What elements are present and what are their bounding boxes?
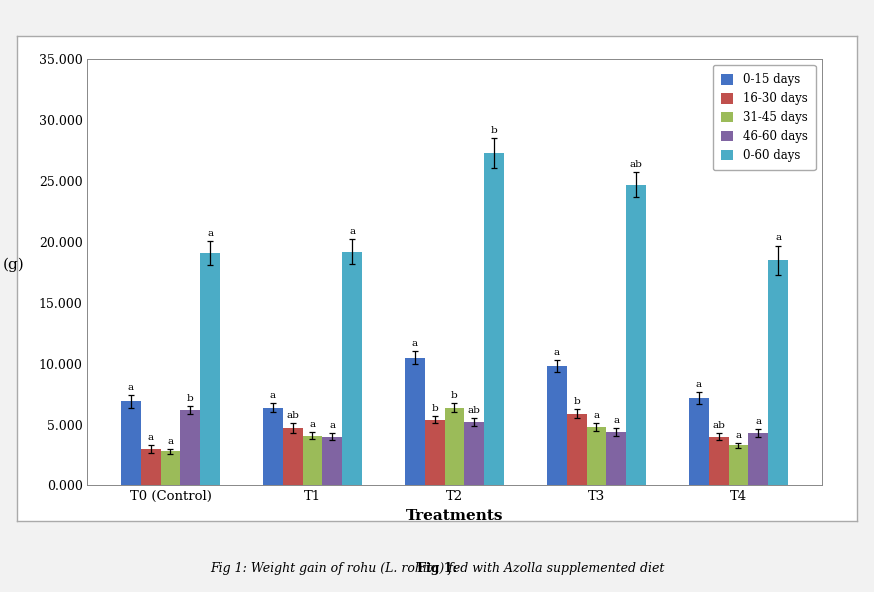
- Text: b: b: [187, 394, 194, 403]
- Text: a: a: [412, 339, 418, 349]
- Text: ab: ab: [286, 411, 299, 420]
- Bar: [768, 260, 788, 485]
- Bar: [323, 437, 343, 485]
- Text: Fig 1: Weight gain of rohu (L. rohita) fed with Azolla supplemented diet: Fig 1: Weight gain of rohu (L. rohita) f…: [210, 562, 664, 575]
- Text: a: a: [207, 229, 213, 237]
- Text: a: a: [735, 431, 741, 440]
- Bar: [607, 432, 627, 485]
- Bar: [200, 253, 220, 485]
- Bar: [689, 398, 709, 485]
- Text: a: a: [309, 420, 316, 429]
- Bar: [263, 407, 282, 485]
- Bar: [709, 437, 729, 485]
- Text: a: a: [350, 227, 356, 236]
- Bar: [161, 451, 180, 485]
- Text: a: a: [148, 433, 154, 442]
- Bar: [141, 449, 161, 485]
- Y-axis label: (g): (g): [3, 258, 24, 272]
- Text: b: b: [451, 391, 458, 400]
- Bar: [627, 185, 646, 485]
- Text: ab: ab: [630, 160, 642, 169]
- Bar: [464, 422, 484, 485]
- Bar: [748, 433, 768, 485]
- Text: Fig 1:: Fig 1:: [417, 562, 457, 575]
- Bar: [484, 153, 504, 485]
- Text: a: a: [755, 417, 761, 426]
- Legend: 0-15 days, 16-30 days, 31-45 days, 46-60 days, 0-60 days: 0-15 days, 16-30 days, 31-45 days, 46-60…: [713, 65, 815, 170]
- Text: a: a: [614, 416, 620, 425]
- X-axis label: Treatments: Treatments: [406, 509, 503, 523]
- Text: a: a: [168, 437, 174, 446]
- Bar: [405, 358, 425, 485]
- Bar: [282, 428, 302, 485]
- Bar: [180, 410, 200, 485]
- Text: ab: ab: [468, 407, 481, 416]
- Bar: [586, 427, 607, 485]
- Text: b: b: [431, 404, 438, 413]
- Text: a: a: [329, 421, 336, 430]
- Text: b: b: [573, 397, 580, 406]
- Text: a: a: [553, 348, 559, 357]
- Text: a: a: [593, 411, 600, 420]
- Bar: [566, 414, 586, 485]
- Bar: [445, 407, 464, 485]
- Bar: [547, 366, 566, 485]
- Text: a: a: [270, 391, 276, 400]
- Text: ab: ab: [712, 421, 725, 430]
- Text: a: a: [775, 233, 781, 243]
- Text: a: a: [696, 379, 702, 388]
- Bar: [121, 401, 141, 485]
- Bar: [343, 252, 362, 485]
- Text: b: b: [491, 126, 497, 136]
- Text: a: a: [128, 383, 134, 392]
- Bar: [425, 420, 445, 485]
- Bar: [729, 445, 748, 485]
- Bar: [302, 436, 323, 485]
